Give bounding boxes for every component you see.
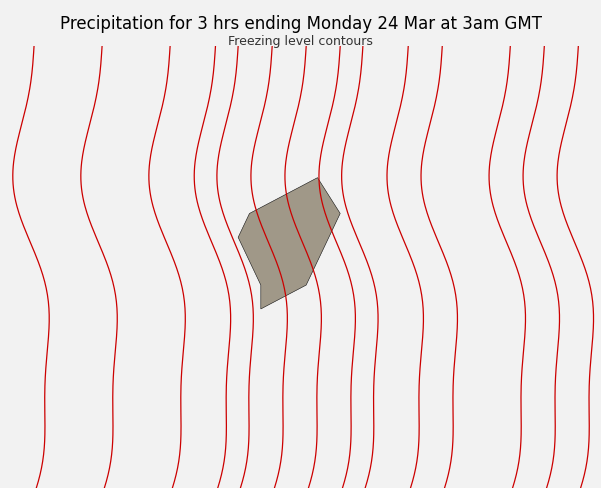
Text: Precipitation for 3 hrs ending Monday 24 Mar at 3am GMT: Precipitation for 3 hrs ending Monday 24… bbox=[59, 15, 542, 33]
Polygon shape bbox=[238, 178, 340, 309]
Text: Freezing level contours: Freezing level contours bbox=[228, 35, 373, 48]
